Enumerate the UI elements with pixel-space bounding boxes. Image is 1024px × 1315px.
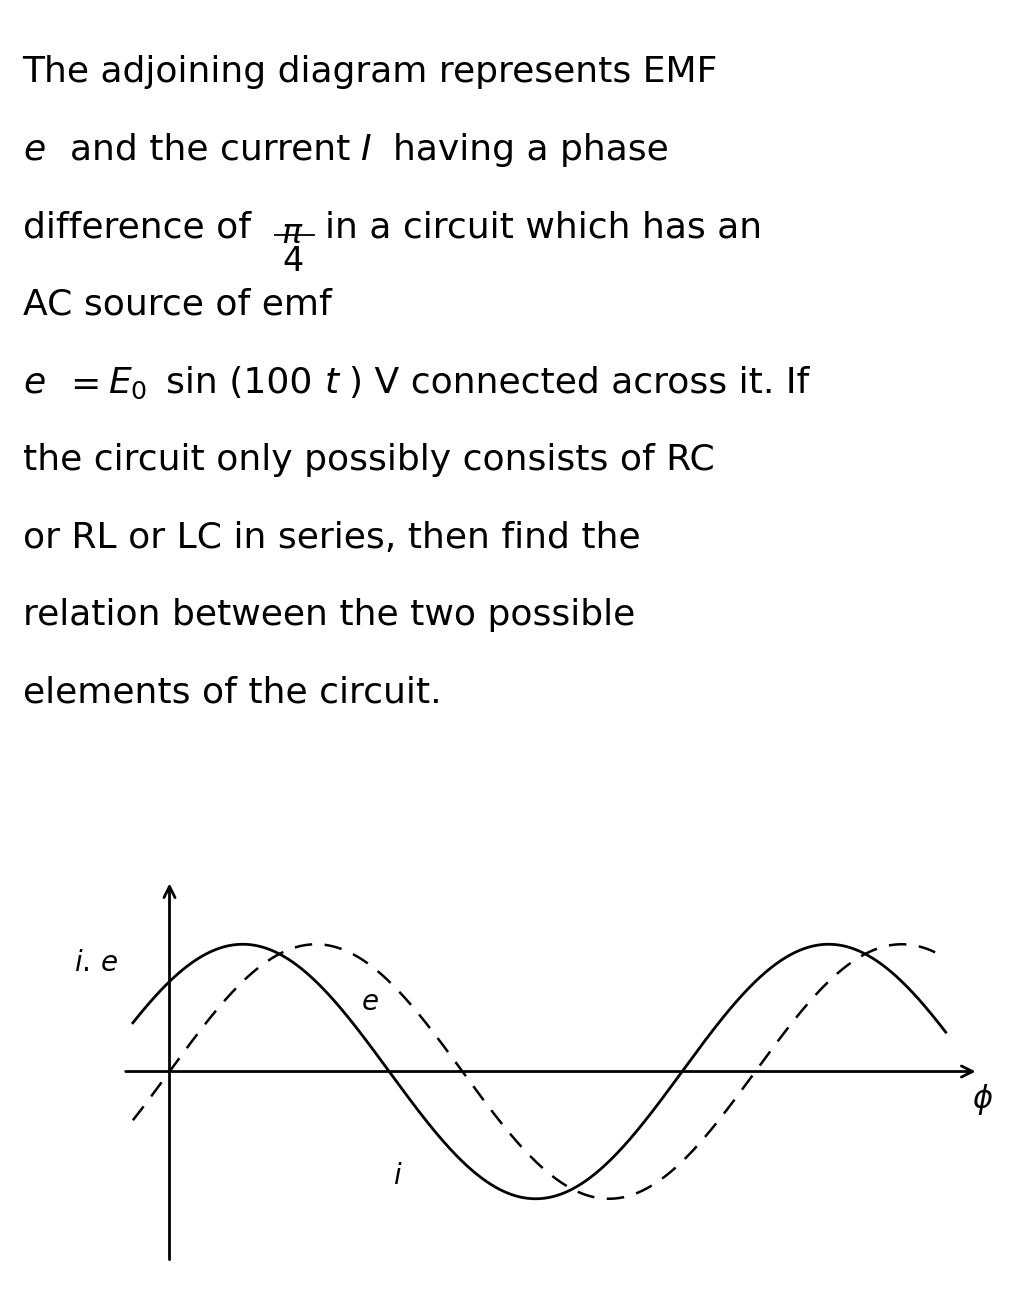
Text: $E_0$: $E_0$ — [108, 366, 146, 401]
Text: $e$: $e$ — [23, 366, 45, 400]
Text: $\pi$: $\pi$ — [281, 217, 303, 250]
Text: having a phase: having a phase — [393, 133, 669, 167]
Text: $t$: $t$ — [324, 366, 341, 400]
Text: $e$: $e$ — [360, 988, 379, 1015]
Text: elements of the circuit.: elements of the circuit. — [23, 676, 441, 710]
Text: difference of: difference of — [23, 210, 251, 245]
Text: the circuit only possibly consists of RC: the circuit only possibly consists of RC — [23, 443, 715, 477]
Text: $i.\, e$: $i.\, e$ — [74, 949, 118, 977]
Text: $=$: $=$ — [63, 366, 99, 400]
Text: AC source of emf: AC source of emf — [23, 288, 332, 322]
Text: The adjoining diagram represents EMF: The adjoining diagram represents EMF — [23, 55, 718, 89]
Text: or RL or LC in series, then find the: or RL or LC in series, then find the — [23, 521, 640, 555]
Text: and the current: and the current — [70, 133, 350, 167]
Text: in a circuit which has an: in a circuit which has an — [325, 210, 762, 245]
Text: $\phi$: $\phi$ — [972, 1082, 993, 1116]
Text: $I$: $I$ — [360, 133, 372, 167]
Text: ) V connected across it. If: ) V connected across it. If — [349, 366, 809, 400]
Text: 4: 4 — [283, 245, 304, 277]
Text: sin (100: sin (100 — [166, 366, 312, 400]
Text: $e$: $e$ — [23, 133, 45, 167]
Text: relation between the two possible: relation between the two possible — [23, 598, 635, 633]
Text: $i$: $i$ — [393, 1162, 402, 1190]
